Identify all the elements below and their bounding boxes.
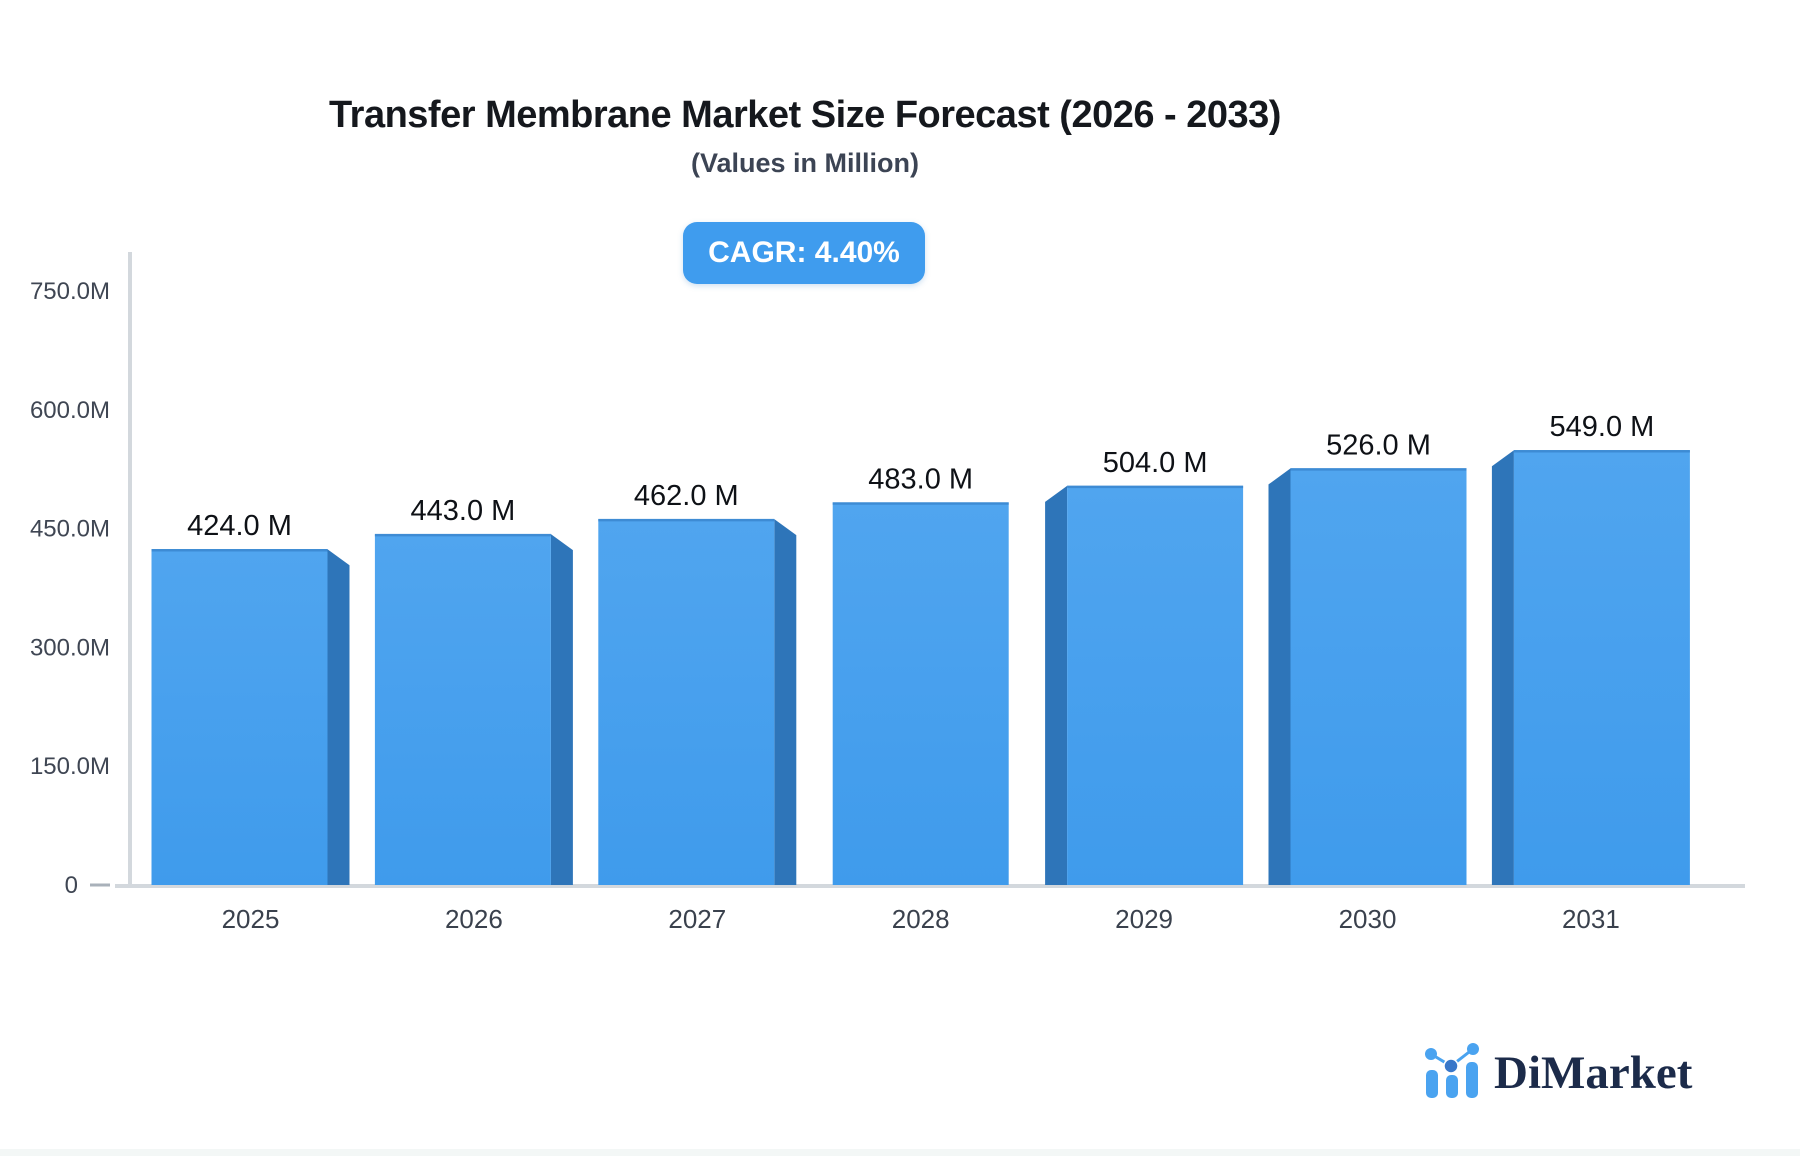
x-axis-label: 2031 bbox=[1562, 904, 1620, 934]
bottom-strip bbox=[0, 1149, 1800, 1156]
logo-dot bbox=[1467, 1043, 1479, 1055]
y-axis-label: 150.0M bbox=[30, 753, 110, 780]
bar-side bbox=[1491, 450, 1514, 885]
bar-side bbox=[327, 549, 350, 885]
dimarket-logo-text: DiMarket bbox=[1494, 1046, 1693, 1099]
chart-subtitle: (Values in Million) bbox=[690, 148, 920, 178]
bars: 424.0 M 2025 443.0 M 2026 462.0 M 2027 483.0 M… bbox=[151, 411, 1690, 934]
bar bbox=[374, 534, 551, 885]
x-axis-label: 2027 bbox=[668, 904, 726, 934]
logo-dot bbox=[1443, 1058, 1459, 1074]
bar bbox=[1067, 485, 1244, 885]
bar-value-label: 462.0 M bbox=[634, 480, 739, 512]
bar-group: 462.0 M 2027 bbox=[598, 480, 797, 934]
y-axis-label: 600.0M bbox=[30, 397, 110, 424]
x-axis-label: 2029 bbox=[1115, 904, 1173, 934]
chart-title: Transfer Membrane Market Size Forecast (… bbox=[329, 94, 1281, 136]
bar-side bbox=[774, 519, 797, 885]
x-axis-label: 2028 bbox=[892, 904, 950, 934]
logo-dot bbox=[1425, 1048, 1437, 1060]
bar-group: 504.0 M 2029 bbox=[1045, 447, 1244, 934]
bar-value-label: 483.0 M bbox=[868, 463, 973, 495]
bar bbox=[832, 502, 1009, 885]
bar-value-label: 549.0 M bbox=[1550, 411, 1655, 443]
cagr-badge: CAGR: 4.40% bbox=[683, 222, 925, 284]
bar-group: 526.0 M 2030 bbox=[1268, 429, 1467, 934]
y-axis-label: 450.0M bbox=[30, 516, 110, 543]
bar-group: 549.0 M 2031 bbox=[1491, 411, 1690, 934]
bar-value-label: 443.0 M bbox=[411, 495, 516, 527]
axes: 0 150.0M 300.0M 450.0M 600.0M 750.0M bbox=[30, 252, 1745, 899]
logo-bar bbox=[1466, 1062, 1478, 1098]
bar-side bbox=[550, 534, 573, 885]
bar bbox=[598, 519, 775, 885]
x-axis-label: 2025 bbox=[222, 904, 280, 934]
logo-bar bbox=[1446, 1075, 1458, 1098]
bar-group: 443.0 M 2026 bbox=[374, 495, 573, 934]
y-axis-label: 750.0M bbox=[30, 278, 110, 305]
bar-value-label: 424.0 M bbox=[187, 510, 292, 542]
bar bbox=[1290, 468, 1467, 885]
y-axis-label: 0 bbox=[65, 872, 78, 899]
bar-side bbox=[1045, 485, 1068, 885]
y-axis-label: 300.0M bbox=[30, 634, 110, 661]
x-axis-label: 2026 bbox=[445, 904, 503, 934]
brand-logo: DiMarket bbox=[1424, 1042, 1692, 1098]
bar-value-label: 504.0 M bbox=[1103, 447, 1208, 479]
bar-group: 424.0 M 2025 bbox=[151, 510, 350, 934]
bar-side bbox=[1268, 468, 1291, 885]
bar-value-label: 526.0 M bbox=[1326, 429, 1431, 461]
bar-chart: 0 150.0M 300.0M 450.0M 600.0M 750.0M 424.0 M 2… bbox=[30, 252, 1745, 934]
logo-bar bbox=[1426, 1070, 1438, 1098]
bar bbox=[1513, 450, 1690, 885]
bar bbox=[151, 549, 328, 885]
dimarket-logo-icon bbox=[1425, 1043, 1479, 1098]
x-axis-label: 2030 bbox=[1339, 904, 1397, 934]
bar-group: 483.0 M 2028 bbox=[832, 463, 1009, 934]
